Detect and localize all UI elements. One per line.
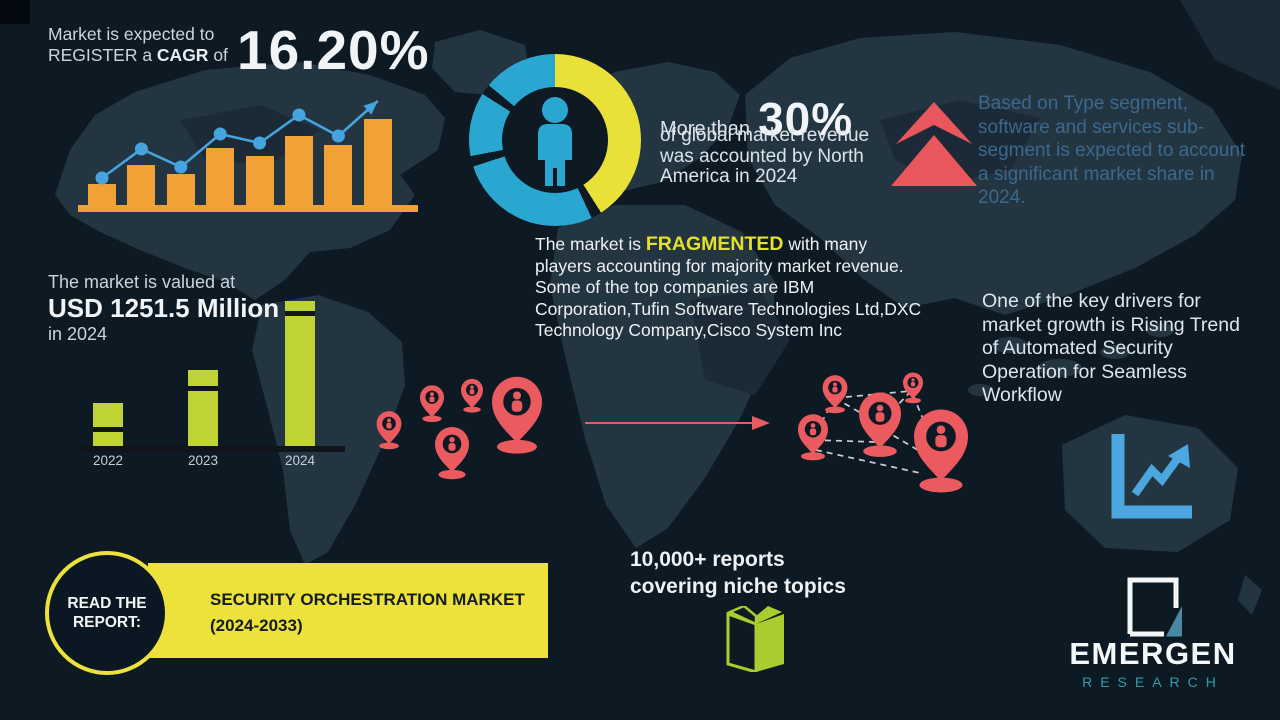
cagr-value: 16.20% <box>237 19 430 81</box>
reports-count-text: 10,000+ reports covering niche topics <box>630 546 846 600</box>
axis-label: 2022 <box>92 453 124 468</box>
report-banner-title: SECURITY ORCHESTRATION MARKET (2024-2033… <box>210 590 525 635</box>
market-value-bar <box>285 301 315 446</box>
cagr-bar <box>245 156 274 205</box>
report-banner[interactable]: SECURITY ORCHESTRATION MARKET (2024-2033… <box>148 563 548 658</box>
brand-subtitle: RESEARCH <box>1082 674 1224 690</box>
cagr-bar <box>206 148 235 205</box>
fragmented-highlight: FRAGMENTED <box>645 233 784 255</box>
cagr-bar-chart <box>78 85 418 205</box>
axis-label: 2023 <box>187 453 219 468</box>
brand-name: EMERGEN <box>1069 636 1237 671</box>
bar-chart-axis-labels: 2022 2023 2024 <box>80 453 345 469</box>
valuation-line2: in 2024 <box>48 324 108 344</box>
trend-dot <box>95 171 109 185</box>
open-book-icon <box>726 606 784 672</box>
trend-arrowhead <box>363 101 378 115</box>
key-driver-text: One of the key drivers for market growth… <box>982 290 1240 406</box>
reports-count-line2: covering niche topics <box>630 575 846 598</box>
na-share-pre: More than <box>660 118 751 140</box>
person-icon <box>538 97 572 186</box>
market-value-bar <box>93 403 123 446</box>
double-up-arrow-icon <box>891 102 977 186</box>
market-value-bar <box>188 370 218 446</box>
na-share-headline: More than 30% <box>660 92 853 146</box>
trend-dot <box>253 136 267 150</box>
market-value-bar-chart <box>80 297 345 452</box>
axis-label: 2024 <box>284 453 316 468</box>
trend-dot <box>174 160 188 174</box>
cagr-bar <box>127 165 156 205</box>
read-report-button[interactable]: READ THE REPORT: <box>45 551 169 675</box>
valuation-value: USD 1251.5 Million <box>48 293 280 323</box>
bar-stripe <box>188 386 218 391</box>
growth-chart-icon <box>1111 434 1192 519</box>
reports-count-line1: 10,000+ reports <box>630 548 785 571</box>
na-share-body: of global market revenue was accounted b… <box>660 125 870 187</box>
fragmented-paragraph: The market is FRAGMENTED with many playe… <box>535 233 922 340</box>
trend-dot <box>331 129 345 143</box>
cagr-bar <box>363 119 392 205</box>
cagr-bar <box>285 136 313 205</box>
bar-chart-baseline <box>80 446 345 452</box>
cagr-line1: Market is expected to <box>48 24 215 44</box>
cagr-bar <box>166 174 195 205</box>
cagr-line2: REGISTER a CAGR of <box>48 45 228 65</box>
cagr-headline: Market is expected to REGISTER a CAGR of <box>48 24 228 66</box>
emergen-logo-mark <box>1127 577 1182 637</box>
cagr-bar <box>324 145 353 205</box>
cagr-bar <box>88 184 116 205</box>
read-report-label: READ THE REPORT: <box>67 595 147 631</box>
trend-dot <box>134 142 148 156</box>
type-segment-text: Based on Type segment, software and serv… <box>978 93 1246 208</box>
corner-block <box>0 0 30 24</box>
trend-dot <box>292 108 306 122</box>
cagr-chart-baseline <box>78 205 418 212</box>
bar-stripe <box>93 427 123 432</box>
bar-stripe <box>285 311 315 316</box>
na-share-value: 30% <box>758 93 854 145</box>
trend-dot <box>213 127 227 141</box>
valuation-line1: The market is valued at <box>48 272 236 292</box>
cagr-trend-line <box>95 100 379 185</box>
